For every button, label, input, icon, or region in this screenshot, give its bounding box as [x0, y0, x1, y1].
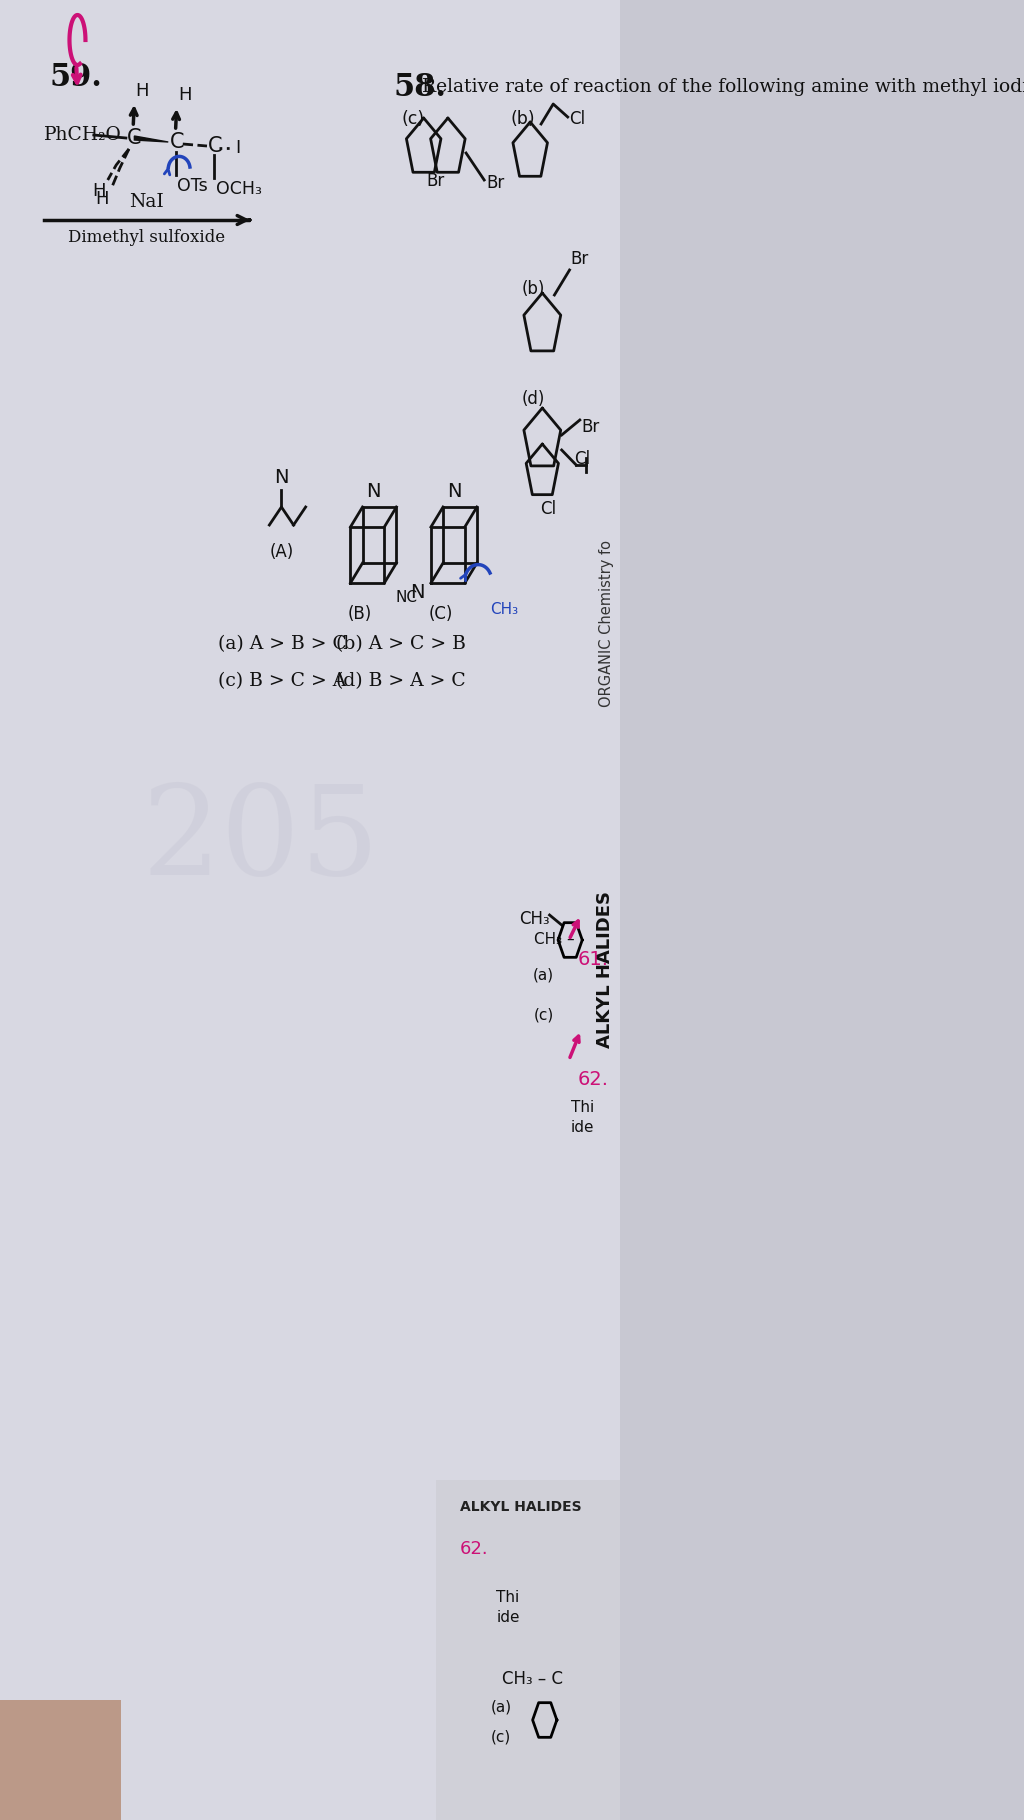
- Text: C: C: [169, 133, 184, 153]
- Text: (A): (A): [269, 542, 294, 561]
- Text: Thi: Thi: [570, 1099, 594, 1116]
- Text: ALKYL HALIDES: ALKYL HALIDES: [460, 1500, 582, 1514]
- Text: (C): (C): [428, 604, 453, 622]
- Text: CH₃ –: CH₃ –: [534, 932, 574, 946]
- Text: H: H: [95, 189, 109, 207]
- Text: Cl: Cl: [541, 501, 556, 519]
- Text: 205: 205: [141, 779, 380, 901]
- Text: 59.: 59.: [49, 62, 102, 93]
- Text: Relative rate of reaction of the following amine with methyl iodide is:: Relative rate of reaction of the followi…: [423, 78, 1024, 96]
- Text: (b): (b): [521, 280, 545, 298]
- Text: (c): (c): [401, 109, 424, 127]
- Text: CH₃ – C: CH₃ – C: [503, 1671, 563, 1687]
- Text: OTs: OTs: [177, 177, 208, 195]
- Text: Br: Br: [427, 173, 444, 189]
- Text: ORGANIC Chemistry fo: ORGANIC Chemistry fo: [599, 541, 614, 706]
- Text: (b) A > C > B: (b) A > C > B: [336, 635, 466, 653]
- Text: Thi: Thi: [497, 1591, 519, 1605]
- Text: H: H: [92, 182, 105, 200]
- Text: (a): (a): [490, 1700, 511, 1714]
- Text: ide: ide: [497, 1611, 520, 1625]
- Text: CH₃: CH₃: [519, 910, 550, 928]
- Text: 61.: 61.: [578, 950, 609, 968]
- Text: 62.: 62.: [578, 1070, 609, 1088]
- Bar: [0, 1700, 121, 1820]
- Text: (a): (a): [532, 968, 554, 983]
- Text: I: I: [234, 138, 240, 157]
- Text: (b): (b): [510, 109, 535, 127]
- Text: C: C: [127, 127, 141, 147]
- Text: (B): (B): [348, 604, 373, 622]
- Text: PhCH₂O: PhCH₂O: [44, 126, 121, 144]
- Text: ALKYL HALIDES: ALKYL HALIDES: [596, 892, 614, 1048]
- Text: N: N: [367, 482, 381, 500]
- Text: (d) B > A > C: (d) B > A > C: [336, 672, 466, 690]
- Text: ide: ide: [570, 1119, 594, 1136]
- Text: N: N: [411, 584, 425, 602]
- Text: (a) A > B > C: (a) A > B > C: [218, 635, 347, 653]
- Text: Br: Br: [570, 249, 589, 268]
- Text: (c): (c): [490, 1731, 511, 1745]
- Text: 62.: 62.: [460, 1540, 488, 1558]
- Text: NC: NC: [395, 590, 418, 604]
- Text: N: N: [446, 482, 461, 500]
- Text: (d): (d): [521, 389, 545, 408]
- Text: (c): (c): [534, 1008, 554, 1023]
- Bar: [436, 1480, 620, 1820]
- Text: Dimethyl sulfoxide: Dimethyl sulfoxide: [68, 229, 225, 246]
- Text: NaI: NaI: [129, 193, 164, 211]
- Text: Cl: Cl: [573, 450, 590, 468]
- Text: C: C: [208, 136, 222, 157]
- Text: H: H: [178, 86, 191, 104]
- Text: Cl: Cl: [569, 109, 586, 127]
- Polygon shape: [134, 136, 168, 142]
- Text: (c) B > C > A: (c) B > C > A: [218, 672, 346, 690]
- Text: OCH₃: OCH₃: [216, 180, 262, 198]
- Text: Br: Br: [581, 419, 599, 437]
- Text: N: N: [274, 468, 289, 488]
- Text: CH₃: CH₃: [490, 602, 518, 617]
- Text: 58.: 58.: [393, 73, 446, 104]
- Text: H: H: [135, 82, 150, 100]
- Text: Br: Br: [486, 175, 504, 191]
